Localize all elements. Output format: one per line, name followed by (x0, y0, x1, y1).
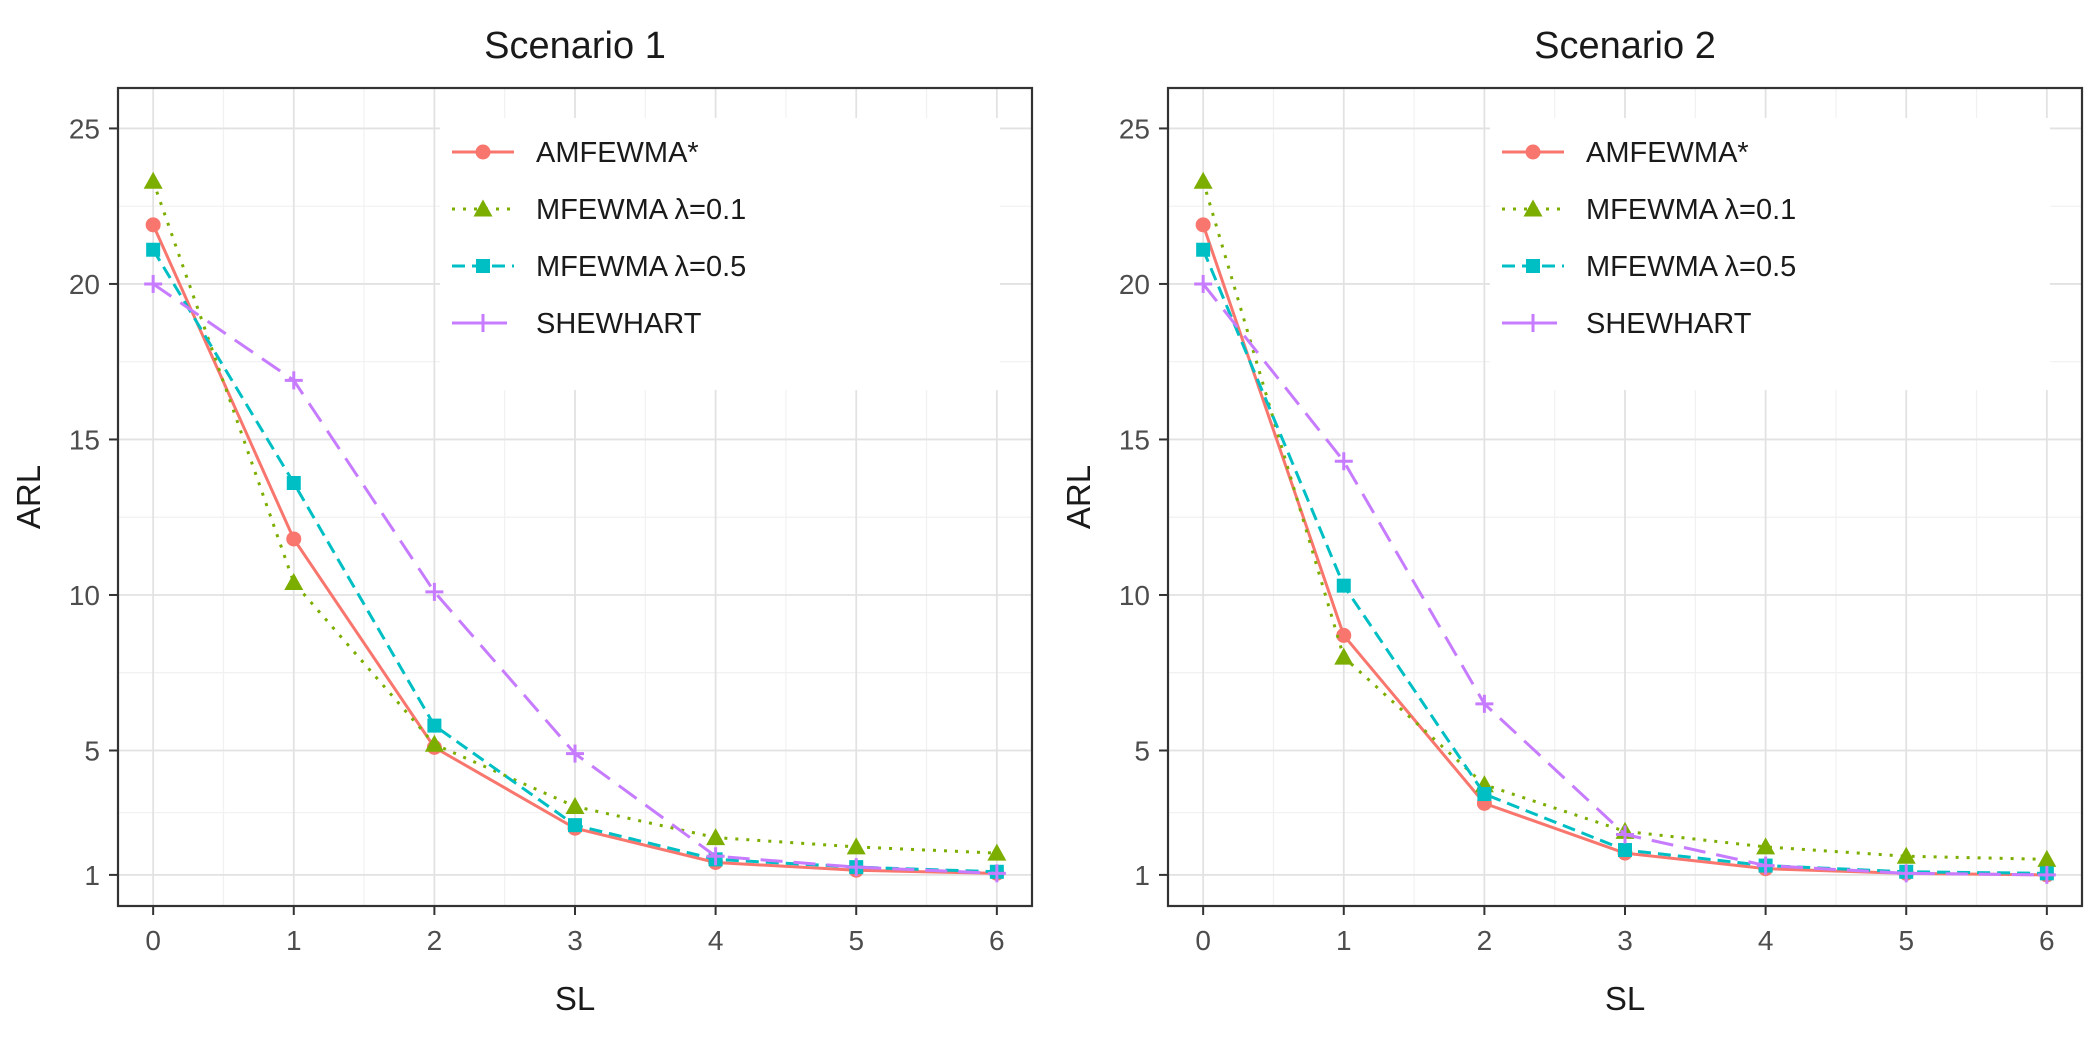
legend-label: SHEWHART (536, 308, 702, 340)
legend-label: MFEWMA λ=0.5 (536, 251, 746, 283)
chart-panel-scenario-2: 0 1 2 3 4 5 6 1 5 10 15 20 25 Scenario 2 SL ARL AMFEWMA*… (1050, 0, 2100, 1050)
marker-square-icon (1336, 578, 1351, 593)
marker-square-icon (427, 718, 442, 733)
marker-triangle-icon (1756, 837, 1776, 855)
legend-label: MFEWMA λ=0.1 (1586, 194, 1796, 226)
marker-square-icon (146, 242, 161, 257)
legend-label: SHEWHART (1586, 308, 1752, 340)
marker-triangle-icon (565, 796, 585, 814)
marker-circle-icon (286, 531, 302, 547)
legend-label: AMFEWMA* (536, 137, 699, 169)
marker-triangle-icon (284, 573, 304, 591)
x-tick-label: 1 (286, 925, 302, 956)
y-tick-label: 10 (69, 580, 100, 611)
marker-triangle-icon (143, 171, 163, 189)
x-tick-label: 1 (1336, 925, 1352, 956)
y-tick-label: 20 (1119, 269, 1150, 300)
x-axis-title: SL (555, 980, 595, 1017)
marker-triangle-icon (706, 828, 726, 846)
marker-triangle-icon (1523, 199, 1543, 217)
x-tick-label: 0 (145, 925, 161, 956)
legend-label: AMFEWMA* (1586, 137, 1749, 169)
x-tick-label: 2 (1477, 925, 1493, 956)
y-tick-label: 20 (69, 269, 100, 300)
y-tick-label: 15 (69, 424, 100, 455)
x-tick-label: 3 (1617, 925, 1633, 956)
marker-circle-icon (475, 144, 491, 160)
marker-triangle-icon (2037, 849, 2057, 867)
marker-triangle-icon (473, 199, 493, 217)
y-tick-label: 10 (1119, 580, 1150, 611)
marker-square-icon (1618, 843, 1632, 858)
marker-triangle-icon (987, 843, 1007, 861)
x-tick-label: 3 (567, 925, 583, 956)
x-tick-label: 5 (1898, 925, 1914, 956)
marker-square-icon (1196, 242, 1211, 257)
marker-square-icon (568, 818, 582, 833)
y-tick-label: 5 (1134, 735, 1150, 766)
chart-title: Scenario 1 (484, 25, 666, 67)
x-tick-label: 5 (848, 925, 864, 956)
marker-square-icon (476, 259, 490, 273)
marker-triangle-icon (1334, 647, 1354, 665)
x-tick-label: 2 (427, 925, 443, 956)
y-axis-title: ARL (10, 465, 47, 529)
marker-triangle-icon (1896, 846, 1916, 864)
x-tick-label: 6 (989, 925, 1005, 956)
marker-circle-icon (1195, 217, 1211, 233)
x-tick-label: 6 (2039, 925, 2055, 956)
marker-circle-icon (1336, 627, 1352, 643)
y-tick-label: 1 (84, 860, 100, 891)
x-tick-label: 4 (708, 925, 724, 956)
y-tick-label: 25 (1119, 113, 1150, 144)
chart-panel-scenario-1: 0 1 2 3 4 5 6 1 5 10 15 20 25 Scenario 1 SL ARL AMFEWMA*… (10, 25, 1034, 1017)
marker-triangle-icon (846, 837, 866, 855)
y-axis-title: ARL (1060, 465, 1097, 529)
x-tick-label: 0 (1195, 925, 1211, 956)
y-tick-label: 15 (1119, 424, 1150, 455)
y-tick-label: 5 (84, 735, 100, 766)
marker-triangle-icon (424, 734, 444, 752)
x-tick-label: 4 (1758, 925, 1774, 956)
y-tick-label: 25 (69, 113, 100, 144)
marker-square-icon (1477, 787, 1492, 802)
marker-circle-icon (1525, 144, 1541, 160)
legend-label: MFEWMA λ=0.1 (536, 194, 746, 226)
x-axis-title: SL (1605, 980, 1645, 1017)
marker-square-icon (1526, 259, 1540, 273)
legend-background (440, 118, 1000, 390)
legend-background (1490, 118, 2050, 390)
y-tick-label: 1 (1134, 860, 1150, 891)
chart-title: Scenario 2 (1534, 25, 1716, 67)
marker-triangle-icon (1193, 171, 1213, 189)
marker-square-icon (286, 476, 301, 491)
marker-circle-icon (145, 217, 161, 233)
legend-label: MFEWMA λ=0.5 (1586, 251, 1796, 283)
